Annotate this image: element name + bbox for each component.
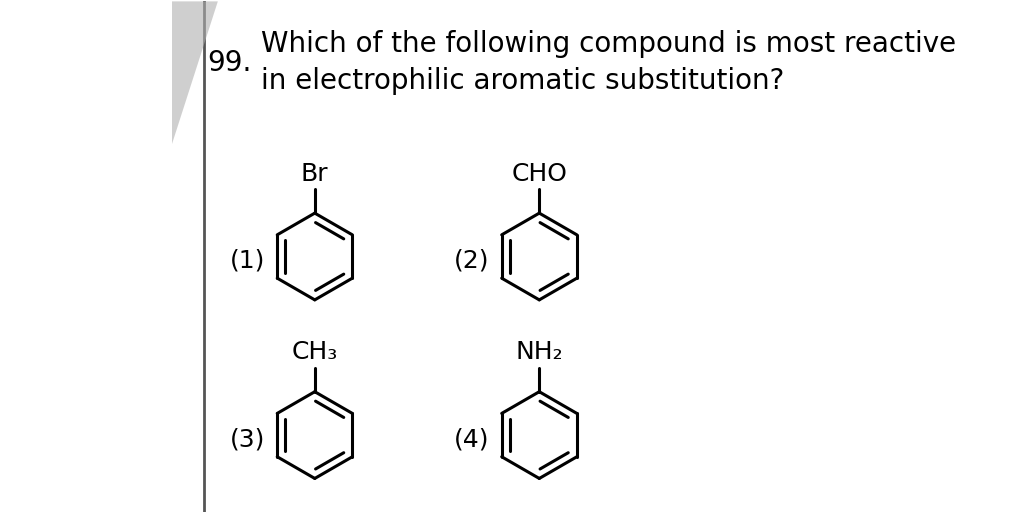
- Text: NH₂: NH₂: [515, 341, 563, 364]
- Text: CHO: CHO: [511, 162, 567, 186]
- Text: (3): (3): [229, 427, 265, 451]
- Text: (1): (1): [229, 249, 265, 273]
- Text: Br: Br: [301, 162, 329, 186]
- Polygon shape: [172, 2, 218, 144]
- Text: Which of the following compound is most reactive
in electrophilic aromatic subst: Which of the following compound is most …: [261, 30, 956, 95]
- Text: CH₃: CH₃: [292, 341, 338, 364]
- Text: (4): (4): [455, 427, 489, 451]
- Text: 99.: 99.: [208, 49, 252, 76]
- Text: (2): (2): [455, 249, 489, 273]
